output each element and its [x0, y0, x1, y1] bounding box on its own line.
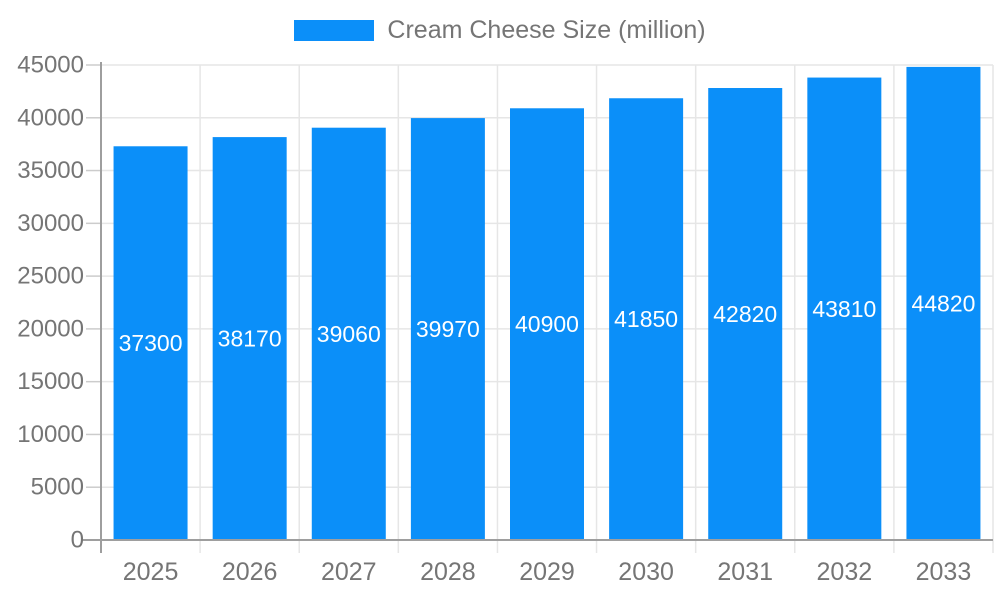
bar-2029[interactable]: [510, 108, 584, 541]
bar-2027[interactable]: [311, 127, 386, 540]
y-axis-label: 30000: [17, 210, 84, 237]
bar-2033[interactable]: [906, 66, 981, 541]
legend-swatch: [294, 19, 375, 41]
y-axis-label: 0: [71, 527, 84, 554]
y-axis-label: 10000: [17, 421, 84, 448]
y-axis-label: 35000: [17, 157, 84, 184]
y-axis-label: 15000: [17, 368, 84, 395]
bar-2031[interactable]: [708, 88, 783, 540]
bar-2026[interactable]: [212, 137, 287, 540]
x-axis-label: 2031: [717, 558, 773, 586]
bar-value-label: 39060: [317, 321, 381, 347]
x-axis-label: 2030: [618, 558, 674, 586]
bar-value-label: 43810: [812, 296, 876, 322]
bar-2030[interactable]: [609, 98, 684, 540]
legend-item[interactable]: Cream Cheese Size (million): [0, 16, 1000, 45]
bar-2028[interactable]: [410, 118, 485, 540]
bar-value-label: 37300: [119, 330, 183, 356]
y-axis-label: 5000: [31, 474, 84, 501]
x-axis-label: 2028: [420, 558, 476, 586]
x-axis-label: 2027: [321, 558, 377, 586]
bar-value-label: 39970: [416, 316, 480, 342]
bar-2025[interactable]: [113, 146, 188, 540]
x-axis-label: 2032: [817, 558, 873, 586]
bar-2032[interactable]: [807, 77, 882, 541]
bar-value-label: 44820: [911, 290, 975, 316]
y-axis-label: 45000: [17, 52, 84, 79]
legend-label: Cream Cheese Size (million): [387, 16, 706, 44]
bar-value-label: 38170: [218, 326, 282, 352]
bar-value-label: 42820: [713, 301, 777, 327]
y-axis-label: 20000: [17, 315, 84, 342]
bar-value-label: 41850: [614, 306, 678, 332]
x-axis-label: 2029: [519, 558, 575, 586]
x-axis-label: 2033: [916, 558, 972, 586]
y-axis-label: 25000: [17, 263, 84, 290]
x-axis-label: 2026: [222, 558, 278, 586]
x-axis-label: 2025: [123, 558, 179, 586]
bar-value-label: 40900: [515, 311, 579, 337]
y-axis-label: 40000: [17, 104, 84, 131]
